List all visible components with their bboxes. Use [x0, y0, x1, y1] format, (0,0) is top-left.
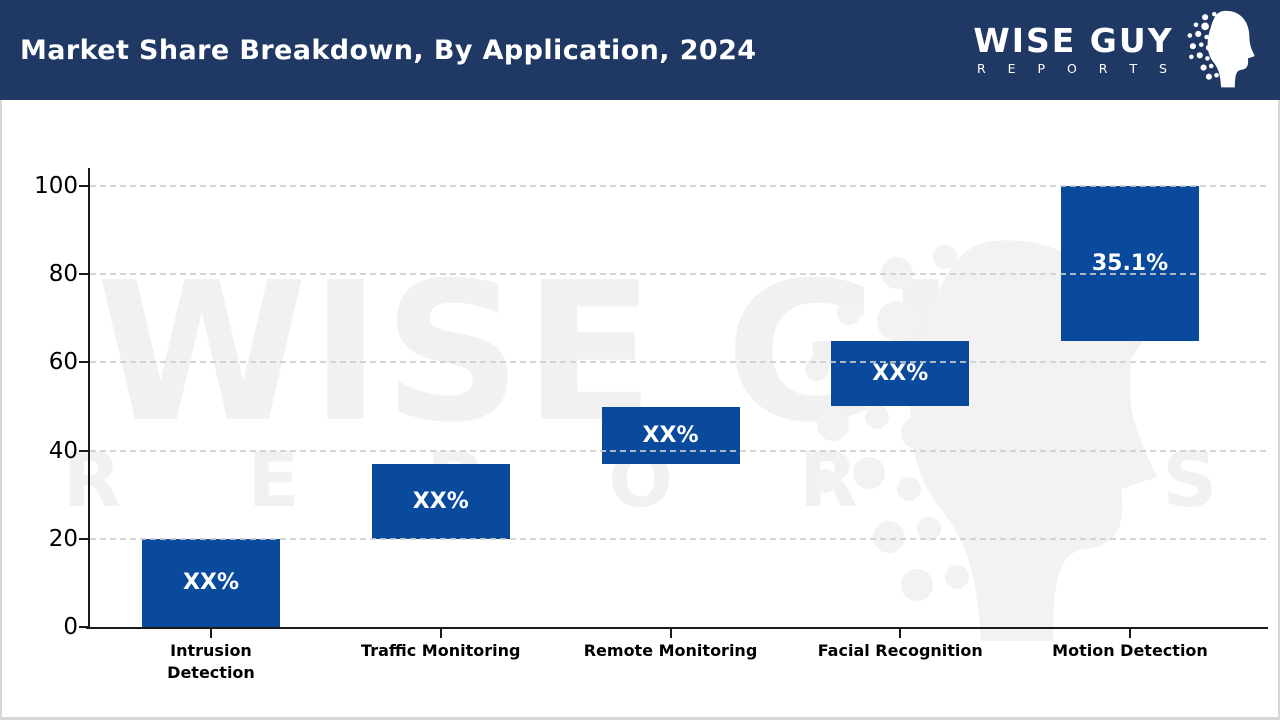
- y-tick-mark-20: [79, 537, 88, 540]
- x-tick-mark-traffic-monitoring: [439, 629, 442, 638]
- x-tick-label-facial-recognition: Facial Recognition: [817, 641, 983, 660]
- head-profile-icon: [1178, 8, 1262, 92]
- logo-text: WISE GUY R E P O R T S: [971, 24, 1176, 76]
- x-tick-mark-facial-recognition: [899, 629, 902, 638]
- y-tick-label-40: 40: [48, 437, 78, 464]
- x-tick-mark-remote-monitoring: [669, 629, 672, 638]
- bar-intrusion-detection: XX%: [142, 538, 280, 627]
- gridline-100: [90, 185, 1266, 187]
- y-tick-label-100: 100: [34, 173, 78, 199]
- x-tick-label-intrusion-detection: Intrusion Detection: [167, 641, 255, 682]
- wise-guy-logo: WISE GUY R E P O R T S: [971, 8, 1262, 92]
- logo-sub-text: R E P O R T S: [976, 61, 1176, 76]
- header-bar: Market Share Breakdown, By Application, …: [0, 0, 1280, 100]
- chart-title: Market Share Breakdown, By Application, …: [20, 34, 757, 66]
- bar-value-label-intrusion-detection: XX%: [183, 570, 239, 596]
- bar-remote-monitoring: XX%: [601, 406, 740, 464]
- x-tick-label-traffic-monitoring: Traffic Monitoring: [361, 641, 521, 660]
- gridline-80: [90, 273, 1266, 276]
- y-tick-label-60: 60: [48, 349, 78, 376]
- x-tick-label-remote-monitoring: Remote Monitoring: [583, 641, 758, 660]
- y-tick-label-0: 0: [63, 614, 78, 640]
- y-tick-mark-40: [79, 449, 88, 452]
- bar-value-label-facial-recognition: XX%: [872, 361, 929, 387]
- gridline-60: [90, 361, 1266, 364]
- x-tick-mark-intrusion-detection: [210, 629, 212, 638]
- y-tick-mark-0: [79, 626, 88, 628]
- logo-brand-text: WISE GUY: [973, 21, 1174, 60]
- bar-traffic-monitoring: XX%: [371, 463, 510, 539]
- bar-motion-detection: 35.1%: [1061, 186, 1199, 341]
- bar-facial-recognition: XX%: [831, 340, 970, 407]
- x-tick-mark-motion-detection: [1129, 629, 1131, 638]
- x-axis-line: [86, 627, 1268, 629]
- gridline-40: [90, 449, 1266, 452]
- y-axis-line: [88, 168, 90, 629]
- gridline-20: [90, 537, 1266, 540]
- bar-value-label-motion-detection: 35.1%: [1091, 250, 1169, 276]
- y-tick-label-80: 80: [48, 261, 78, 288]
- y-tick-mark-60: [79, 361, 88, 364]
- y-tick-label-20: 20: [48, 525, 78, 552]
- bar-value-label-remote-monitoring: XX%: [642, 422, 699, 448]
- bar-value-label-traffic-monitoring: XX%: [412, 488, 469, 514]
- y-tick-mark-80: [79, 273, 88, 276]
- x-tick-label-motion-detection: Motion Detection: [1052, 641, 1208, 660]
- y-tick-mark-100: [79, 185, 88, 187]
